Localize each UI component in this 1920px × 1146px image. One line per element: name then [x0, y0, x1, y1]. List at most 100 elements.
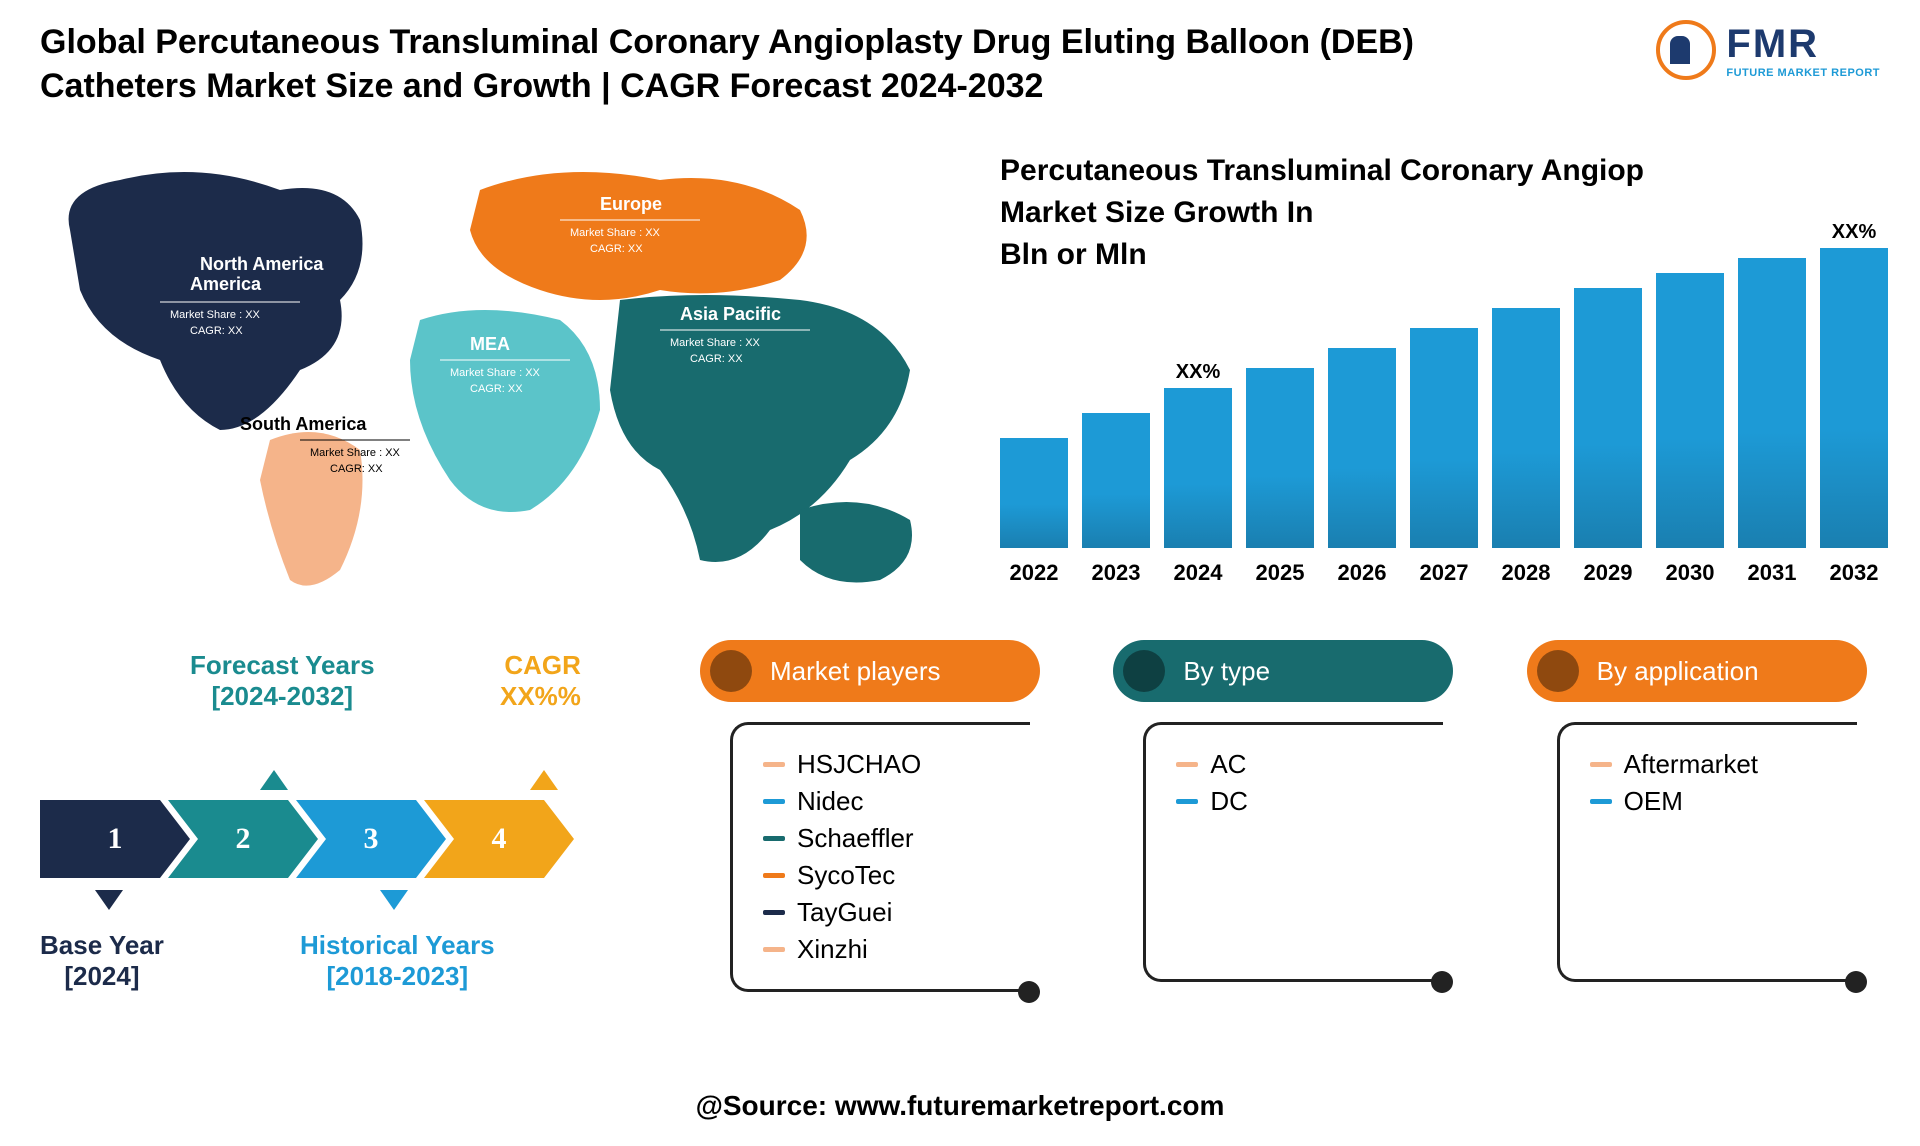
bar-label-2026: 2026: [1338, 560, 1387, 586]
bar-label-2028: 2028: [1502, 560, 1551, 586]
item-label: Schaeffler: [797, 823, 914, 854]
fmr-logo: FMR FUTURE MARKET REPORT: [1656, 20, 1880, 80]
bar-2025: [1246, 368, 1314, 548]
list-item: AC: [1176, 749, 1443, 780]
item-label: SycoTec: [797, 860, 895, 891]
list-item: OEM: [1590, 786, 1857, 817]
cagr-mea: CAGR: XX: [470, 383, 523, 395]
bar-label-2032: 2032: [1830, 560, 1879, 586]
share-south-america: Market Share : XX: [310, 447, 401, 459]
list-item: HSJCHAO: [763, 749, 1030, 780]
chevron-step-4: 4: [424, 800, 574, 878]
page-title: Global Percutaneous Transluminal Coronar…: [40, 20, 1440, 108]
item-dash: [763, 799, 785, 804]
item-label: Aftermarket: [1624, 749, 1758, 780]
bar-col-2025: 2025: [1246, 368, 1314, 586]
item-dash: [763, 910, 785, 915]
bar-label-2025: 2025: [1256, 560, 1305, 586]
label-europe: Europe: [600, 194, 662, 214]
bar-2031: [1738, 258, 1806, 548]
fmr-logo-icon: [1656, 20, 1716, 80]
map-australia: [800, 502, 912, 583]
item-dash: [1590, 762, 1612, 767]
item-dash: [763, 762, 785, 767]
share-europe: Market Share : XX: [570, 227, 661, 239]
bar-2029: [1574, 288, 1642, 548]
share-north-america: Market Share : XX: [170, 309, 261, 321]
world-map: North America America Market Share : XX …: [40, 150, 960, 600]
category-pill: Market players: [700, 640, 1040, 702]
bar-label-2029: 2029: [1584, 560, 1633, 586]
bar-2023: [1082, 413, 1150, 548]
bar-col-2027: 2027: [1410, 328, 1478, 586]
cagr-asia-pacific: CAGR: XX: [690, 353, 743, 365]
list-item: DC: [1176, 786, 1443, 817]
category-col-0: Market players HSJCHAO Nidec Schaeffler Syco…: [700, 640, 1053, 992]
item-dash: [763, 873, 785, 878]
forecast-years-tag: Forecast Years [2024-2032]: [190, 650, 375, 712]
triangle-up-cagr: [530, 770, 558, 790]
item-dash: [1176, 762, 1198, 767]
bar-label-2030: 2030: [1666, 560, 1715, 586]
bar-2032: [1820, 248, 1888, 548]
list-item: Xinzhi: [763, 934, 1030, 965]
map-north-america: [69, 172, 363, 430]
bar-2024: [1164, 388, 1232, 548]
bar-label-2023: 2023: [1092, 560, 1141, 586]
category-pill: By type: [1113, 640, 1453, 702]
bar-2022: [1000, 438, 1068, 548]
bar-label-2022: 2022: [1010, 560, 1059, 586]
category-col-1: By type AC DC: [1113, 640, 1466, 992]
list-item: Aftermarket: [1590, 749, 1857, 780]
bar-col-2024: XX%2024: [1164, 361, 1232, 586]
item-dash: [763, 947, 785, 952]
bar-col-2023: 2023: [1082, 413, 1150, 586]
bar-2030: [1656, 273, 1724, 548]
bar-col-2029: 2029: [1574, 288, 1642, 586]
item-label: AC: [1210, 749, 1246, 780]
bar-pct-2032: XX%: [1832, 221, 1876, 244]
label-mea: MEA: [470, 334, 510, 354]
item-label: TayGuei: [797, 897, 892, 928]
bar-col-2031: 2031: [1738, 258, 1806, 586]
bar-col-2026: 2026: [1328, 348, 1396, 586]
item-dash: [1176, 799, 1198, 804]
bar-label-2027: 2027: [1420, 560, 1469, 586]
triangle-down-base: [95, 890, 123, 910]
bar-2027: [1410, 328, 1478, 548]
cagr-tag: CAGR XX%%: [500, 650, 581, 712]
item-label: DC: [1210, 786, 1248, 817]
share-mea: Market Share : XX: [450, 367, 541, 379]
cagr-south-america: CAGR: XX: [330, 463, 383, 475]
bar-chart: Percutaneous Transluminal Coronary Angio…: [1000, 150, 1920, 630]
bar-col-2022: 2022: [1000, 438, 1068, 586]
list-item: Schaeffler: [763, 823, 1030, 854]
triangle-up-forecast: [260, 770, 288, 790]
label-asia-pacific: Asia Pacific: [680, 304, 781, 324]
list-item: TayGuei: [763, 897, 1030, 928]
item-dash: [1590, 799, 1612, 804]
item-label: OEM: [1624, 786, 1683, 817]
bar-2026: [1328, 348, 1396, 548]
timeline: Forecast Years [2024-2032] CAGR XX%% 123…: [40, 640, 660, 1000]
source-footer: @Source: www.futuremarketreport.com: [0, 1090, 1920, 1122]
base-year-tag: Base Year [2024]: [40, 930, 164, 992]
item-label: Xinzhi: [797, 934, 868, 965]
list-item: SycoTec: [763, 860, 1030, 891]
category-bracket: Aftermarket OEM: [1557, 722, 1857, 982]
category-bracket: HSJCHAO Nidec Schaeffler SycoTec TayGuei Xinz…: [730, 722, 1030, 992]
category-pill: By application: [1527, 640, 1867, 702]
bar-pct-2024: XX%: [1176, 361, 1220, 384]
bar-col-2030: 2030: [1656, 273, 1724, 586]
bar-col-2028: 2028: [1492, 308, 1560, 586]
bar-2028: [1492, 308, 1560, 548]
share-asia-pacific: Market Share : XX: [670, 337, 761, 349]
bar-label-2031: 2031: [1748, 560, 1797, 586]
fmr-logo-text: FMR: [1726, 22, 1880, 67]
list-item: Nidec: [763, 786, 1030, 817]
item-label: Nidec: [797, 786, 863, 817]
item-label: HSJCHAO: [797, 749, 921, 780]
cagr-europe: CAGR: XX: [590, 243, 643, 255]
bar-col-2032: XX% 2032: [1820, 221, 1888, 586]
item-dash: [763, 836, 785, 841]
